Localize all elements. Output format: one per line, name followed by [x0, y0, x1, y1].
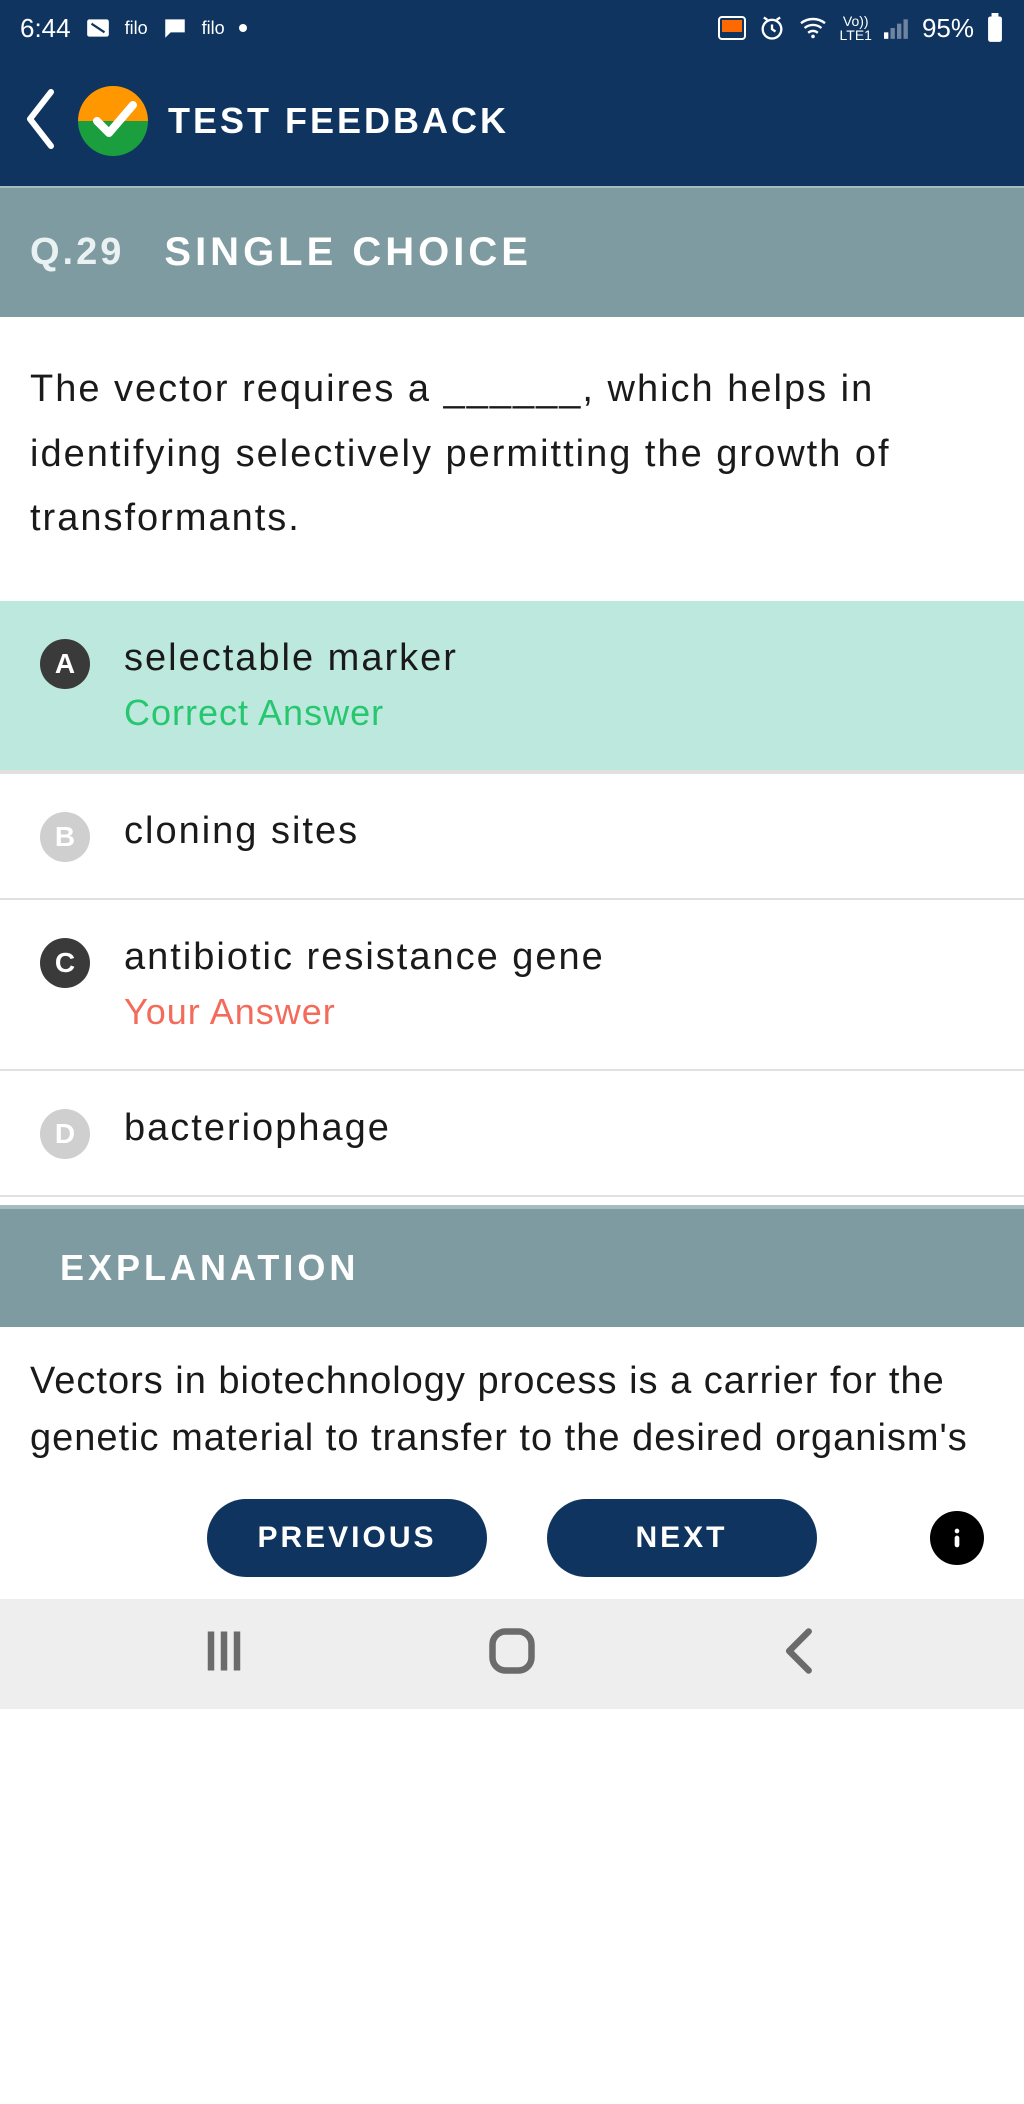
back-icon[interactable]: [20, 89, 58, 154]
explanation-body: Vectors in biotechnology process is a ca…: [0, 1327, 1024, 1477]
option-b[interactable]: Bcloning sites: [0, 774, 1024, 900]
option-letter: C: [40, 938, 90, 988]
option-letter: B: [40, 812, 90, 862]
wifi-icon: [798, 16, 828, 40]
home-icon[interactable]: [486, 1625, 538, 1682]
option-a[interactable]: Aselectable marker Correct Answer: [0, 601, 1024, 774]
previous-button[interactable]: PREVIOUS: [207, 1499, 486, 1577]
question-header: Q.29 SINGLE CHOICE: [0, 186, 1024, 317]
recents-icon[interactable]: [198, 1625, 250, 1682]
app-header: TEST FEEDBACK: [0, 56, 1024, 186]
page-title: TEST FEEDBACK: [168, 100, 509, 142]
cast-icon: [718, 16, 746, 40]
option-c[interactable]: Cantibiotic resistance gene Your Answer: [0, 900, 1024, 1071]
status-app-1: filo: [125, 19, 148, 37]
info-icon[interactable]: [930, 1511, 984, 1565]
question-number: Q.29: [30, 231, 124, 274]
status-dot-icon: [239, 24, 247, 32]
status-time: 6:44: [20, 13, 71, 44]
bottom-nav: PREVIOUS NEXT: [0, 1477, 1024, 1599]
volte-icon: Vo)) LTE1: [840, 14, 872, 42]
your-answer-label: Your Answer: [124, 991, 605, 1033]
android-back-icon[interactable]: [774, 1625, 826, 1682]
option-text: cloning sites: [124, 810, 359, 853]
option-body: cloning sites: [124, 810, 359, 853]
option-text: antibiotic resistance gene: [124, 936, 605, 979]
option-text: selectable marker: [124, 637, 458, 680]
question-type: SINGLE CHOICE: [164, 230, 532, 275]
next-button[interactable]: NEXT: [547, 1499, 817, 1577]
option-body: antibiotic resistance gene Your Answer: [124, 936, 605, 1033]
question-text: The vector requires a ______, which help…: [0, 317, 1024, 601]
battery-percent: 95%: [922, 13, 974, 44]
status-bar: 6:44 filo filo Vo)) LTE1: [0, 0, 1024, 56]
explanation-header: EXPLANATION: [0, 1205, 1024, 1327]
alarm-icon: [758, 14, 786, 42]
option-letter: A: [40, 639, 90, 689]
chat-icon: [162, 15, 188, 41]
option-body: selectable marker Correct Answer: [124, 637, 458, 734]
options-list: Aselectable marker Correct Answer Bcloning…: [0, 601, 1024, 1197]
option-letter: D: [40, 1109, 90, 1159]
app-logo-icon: [78, 86, 148, 156]
notification-icon-1: [85, 15, 111, 41]
explanation-title: EXPLANATION: [60, 1247, 359, 1288]
android-nav-bar: [0, 1599, 1024, 1709]
option-d[interactable]: Dbacteriophage: [0, 1071, 1024, 1197]
option-body: bacteriophage: [124, 1107, 391, 1150]
correct-answer-label: Correct Answer: [124, 692, 458, 734]
option-text: bacteriophage: [124, 1107, 391, 1150]
status-app-2: filo: [202, 19, 225, 37]
battery-icon: [986, 13, 1004, 43]
signal-icon: [884, 17, 910, 39]
